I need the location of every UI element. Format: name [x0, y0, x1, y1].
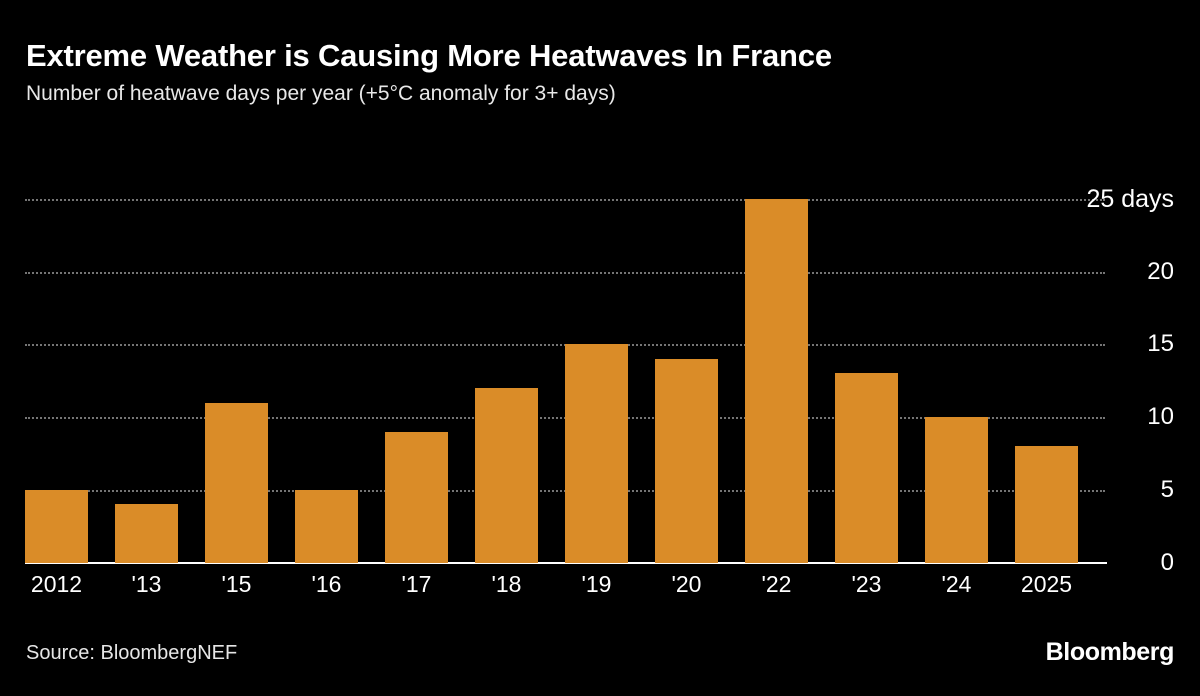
- bars-group: [25, 199, 1105, 563]
- chart-header: Extreme Weather is Causing More Heatwave…: [26, 38, 1176, 108]
- x-axis-tick-label: '22: [761, 571, 792, 597]
- x-axis-tick-label: '17: [401, 571, 432, 597]
- bar: [115, 504, 178, 563]
- bar: [385, 431, 448, 563]
- x-axis-tick-label: 2012: [30, 571, 83, 597]
- page-title: Extreme Weather is Causing More Heatwave…: [26, 38, 832, 73]
- y-axis-tick-label: 25 days: [1086, 185, 1174, 213]
- x-axis-tick-label: '20: [671, 571, 702, 597]
- x-axis-tick-label: '15: [221, 571, 252, 597]
- y-axis-tick-label: 10: [1147, 403, 1174, 431]
- bloomberg-logo: Bloomberg: [1045, 638, 1175, 666]
- gridline: [25, 271, 1105, 274]
- chart-subtitle: Number of heatwave days per year (+5°C a…: [26, 82, 616, 105]
- bar: [475, 388, 538, 563]
- y-axis-tick-label: 15: [1147, 330, 1174, 358]
- bar: [205, 402, 268, 563]
- gridline: [25, 199, 1105, 201]
- bar: [295, 489, 358, 563]
- x-axis-tick-label: '23: [851, 571, 882, 597]
- x-axis-tick-label: 2025: [1020, 571, 1073, 597]
- bar: [1015, 446, 1078, 563]
- bar: [835, 373, 898, 563]
- x-axis-tick-label: '24: [941, 571, 972, 597]
- bar: [745, 199, 808, 563]
- source-note: Source: BloombergNEF: [26, 642, 238, 664]
- x-axis-line: [25, 562, 1107, 564]
- y-axis-tick-label: 0: [1160, 548, 1174, 576]
- x-axis-tick-label: '19: [581, 571, 612, 597]
- bar: [565, 344, 628, 563]
- y-axis-tick-label: 5: [1160, 475, 1174, 503]
- y-axis-tick-label: 20: [1147, 257, 1174, 285]
- x-axis-tick-label: '13: [131, 571, 162, 597]
- x-axis-tick-label: '18: [491, 571, 522, 597]
- bar: [25, 489, 88, 563]
- bar: [655, 358, 718, 563]
- bar: [925, 417, 988, 563]
- x-axis-tick-label: '16: [311, 571, 342, 597]
